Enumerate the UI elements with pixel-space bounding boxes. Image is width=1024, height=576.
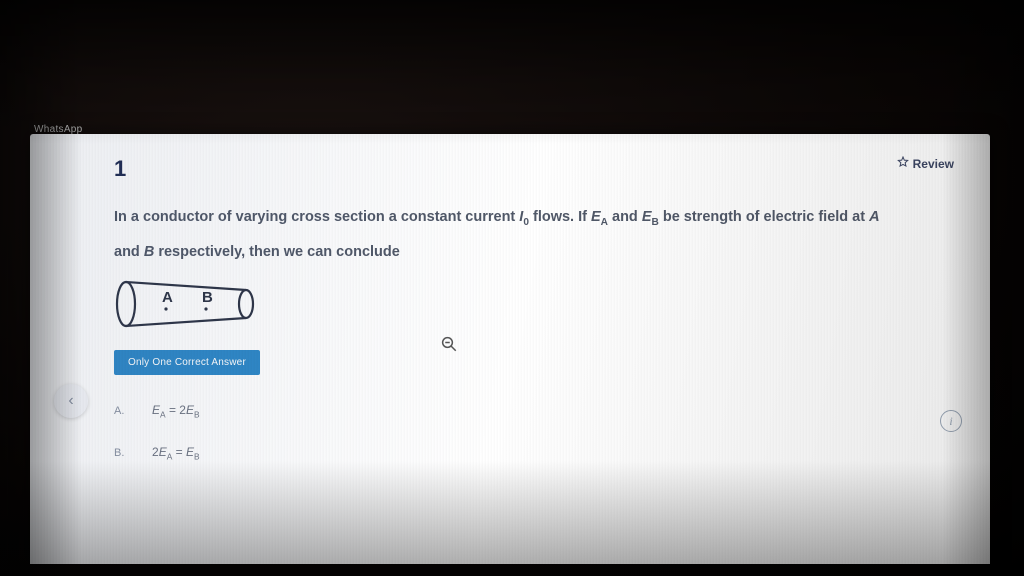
star-icon <box>897 156 909 171</box>
quiz-window: 1 Review In a conductor of varying cross… <box>30 134 990 564</box>
info-button[interactable]: i <box>940 410 962 432</box>
diagram-label-a: A <box>162 289 173 306</box>
option-text: 2EA = EB <box>152 445 200 461</box>
question-line-2: and B respectively, then we can conclude <box>114 244 400 260</box>
info-icon: i <box>949 414 952 429</box>
zoom-out-cursor-icon <box>440 335 458 353</box>
options-list: A. EA = 2EB B. 2EA = EB <box>114 403 954 462</box>
review-button[interactable]: Review <box>897 156 954 171</box>
prev-question-button[interactable]: ‹ <box>54 384 88 418</box>
chevron-left-icon: ‹ <box>68 392 73 410</box>
option-text: EA = 2EB <box>152 403 200 419</box>
question-line-1: In a conductor of varying cross section … <box>114 209 880 225</box>
question-text: In a conductor of varying cross section … <box>114 200 954 270</box>
option-letter: B. <box>114 447 128 459</box>
review-label: Review <box>913 157 954 171</box>
option-a[interactable]: A. EA = 2EB <box>114 403 954 419</box>
conductor-diagram: A B <box>114 276 954 332</box>
option-b[interactable]: B. 2EA = EB <box>114 445 954 461</box>
diagram-label-b: B <box>202 289 213 306</box>
badge-text: Only One Correct Answer <box>114 350 260 375</box>
question-number: 1 <box>114 156 126 182</box>
header-row: 1 Review <box>114 156 954 182</box>
answer-type-badge: Only One Correct Answer <box>114 350 954 375</box>
moire-overlay <box>30 134 990 564</box>
option-letter: A. <box>114 405 128 417</box>
